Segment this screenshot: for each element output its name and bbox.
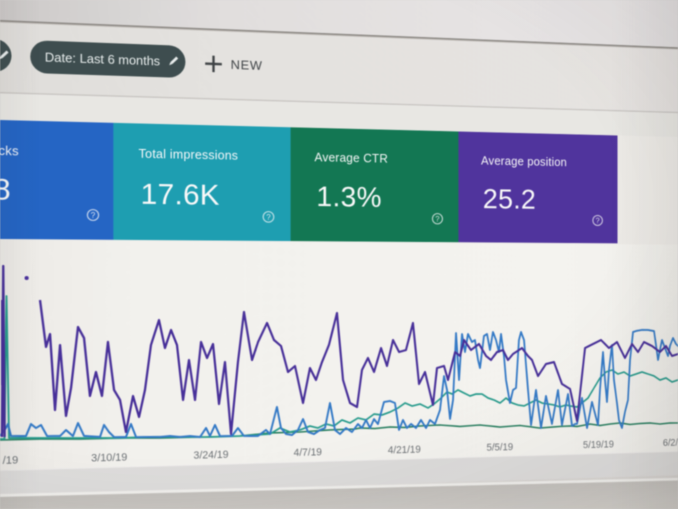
svg-text:1.3%: 1.3% [316,180,381,213]
svg-text:?: ? [596,217,600,225]
svg-text:Total clicks: Total clicks [0,142,19,158]
svg-text:4/7/19: 4/7/19 [294,447,322,459]
svg-text:5/19/19: 5/19/19 [583,439,614,450]
svg-text:?: ? [91,211,96,220]
svg-text:Average position: Average position [481,154,567,169]
svg-text:3/24/19: 3/24/19 [193,449,228,461]
svg-text:4/21/19: 4/21/19 [388,444,421,456]
svg-text:Total impressions: Total impressions [139,146,239,162]
svg-text:/19: /19 [3,455,19,467]
svg-text:25.2: 25.2 [483,183,536,215]
svg-text:NEW: NEW [231,58,263,73]
svg-text:17.6K: 17.6K [141,177,220,211]
svg-text:Date: Last 6 months: Date: Last 6 months [45,50,161,68]
svg-text:6/2/19: 6/2/19 [663,437,678,448]
svg-text:?: ? [266,213,271,221]
svg-text:3/10/19: 3/10/19 [91,452,127,464]
svg-text:5/5/19: 5/5/19 [487,442,514,454]
svg-text:?: ? [435,215,439,223]
svg-text:8: 8 [0,172,11,206]
svg-text:Average CTR: Average CTR [314,150,388,165]
